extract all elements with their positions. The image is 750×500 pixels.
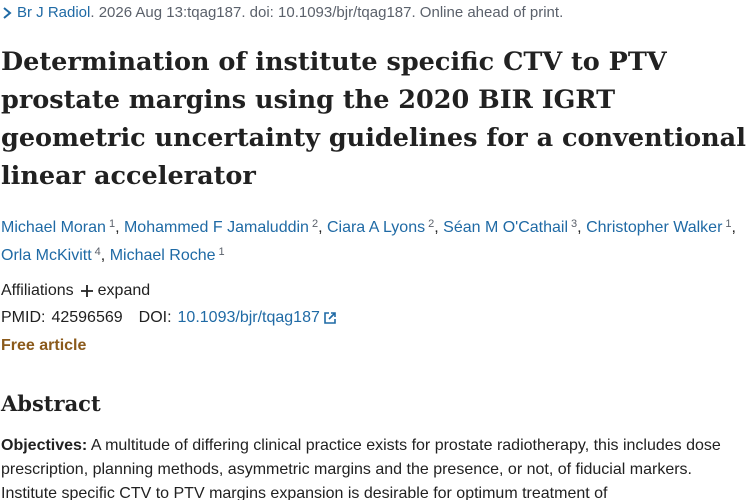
identifiers: PMID: 42596569 DOI: 10.1093/bjr/tqag187 bbox=[1, 309, 750, 327]
journal-link[interactable]: Br J Radiol bbox=[17, 4, 91, 21]
affiliations-label: Affiliations bbox=[1, 282, 74, 299]
abstract-heading: Abstract bbox=[1, 391, 101, 416]
author-affiliation[interactable]: 2 bbox=[311, 218, 319, 230]
author: Michael Moran 1, bbox=[1, 218, 120, 236]
author-link[interactable]: Michael Moran bbox=[1, 219, 106, 236]
citation: Br J Radiol. 2026 Aug 13:tqag187. doi: 1… bbox=[1, 4, 750, 21]
author: Mohammed F Jamaluddin 2, bbox=[123, 218, 323, 236]
plus-icon bbox=[80, 285, 93, 297]
author-affiliation[interactable]: 2 bbox=[428, 218, 435, 230]
expand-button[interactable]: expand bbox=[80, 282, 151, 300]
author: Séan M O'Cathail 3, bbox=[443, 218, 582, 236]
author-link[interactable]: Séan M O'Cathail bbox=[443, 219, 569, 236]
doi-label: DOI: bbox=[138, 309, 172, 326]
chevron-icon bbox=[3, 6, 12, 19]
free-article: Free article bbox=[1, 337, 87, 354]
objectives-text: A multitude of differing clinical practi… bbox=[1, 437, 721, 500]
author-separator: , bbox=[434, 219, 439, 236]
external-link-icon bbox=[324, 312, 336, 324]
author-affiliation[interactable]: 1 bbox=[108, 218, 116, 230]
doi-link[interactable]: 10.1093/bjr/tqag187 bbox=[177, 309, 320, 326]
author-affiliation[interactable]: 1 bbox=[218, 246, 225, 258]
author: Orla McKivitt 4, bbox=[1, 246, 106, 264]
affiliations-row: Affiliations expand bbox=[1, 282, 750, 300]
author-list: Michael Moran 1, Mohammed F Jamaluddin 2, … bbox=[1, 212, 750, 268]
author: Christopher Walker 1, bbox=[586, 218, 736, 236]
pmid-label: PMID: bbox=[1, 309, 46, 326]
author-separator: , bbox=[115, 219, 120, 236]
abstract-paragraph: Objectives: A multitude of differing cli… bbox=[1, 434, 741, 500]
article-title: Determination of institute specific CTV … bbox=[1, 47, 746, 191]
author: Ciara A Lyons 2, bbox=[326, 218, 439, 236]
pmid-value: 42596569 bbox=[51, 309, 123, 326]
objectives-label: Objectives: bbox=[1, 437, 88, 454]
author-separator: , bbox=[731, 219, 736, 236]
author-link[interactable]: Mohammed F Jamaluddin bbox=[123, 219, 309, 236]
author-link[interactable]: Orla McKivitt bbox=[1, 247, 92, 264]
author-link[interactable]: Christopher Walker bbox=[586, 219, 723, 236]
author-affiliation[interactable]: 1 bbox=[725, 218, 732, 230]
author-link[interactable]: Ciara A Lyons bbox=[326, 219, 426, 236]
author-separator: , bbox=[577, 219, 582, 236]
author: Michael Roche 1 bbox=[109, 246, 225, 264]
citation-text: . 2026 Aug 13:tqag187. doi: 10.1093/bjr/… bbox=[90, 4, 564, 21]
author-affiliation[interactable]: 4 bbox=[94, 246, 101, 258]
author-affiliation[interactable]: 3 bbox=[571, 218, 578, 230]
author-separator: , bbox=[100, 247, 106, 264]
author-separator: , bbox=[318, 219, 323, 236]
expand-label: expand bbox=[97, 282, 151, 299]
author-link[interactable]: Michael Roche bbox=[109, 247, 216, 264]
